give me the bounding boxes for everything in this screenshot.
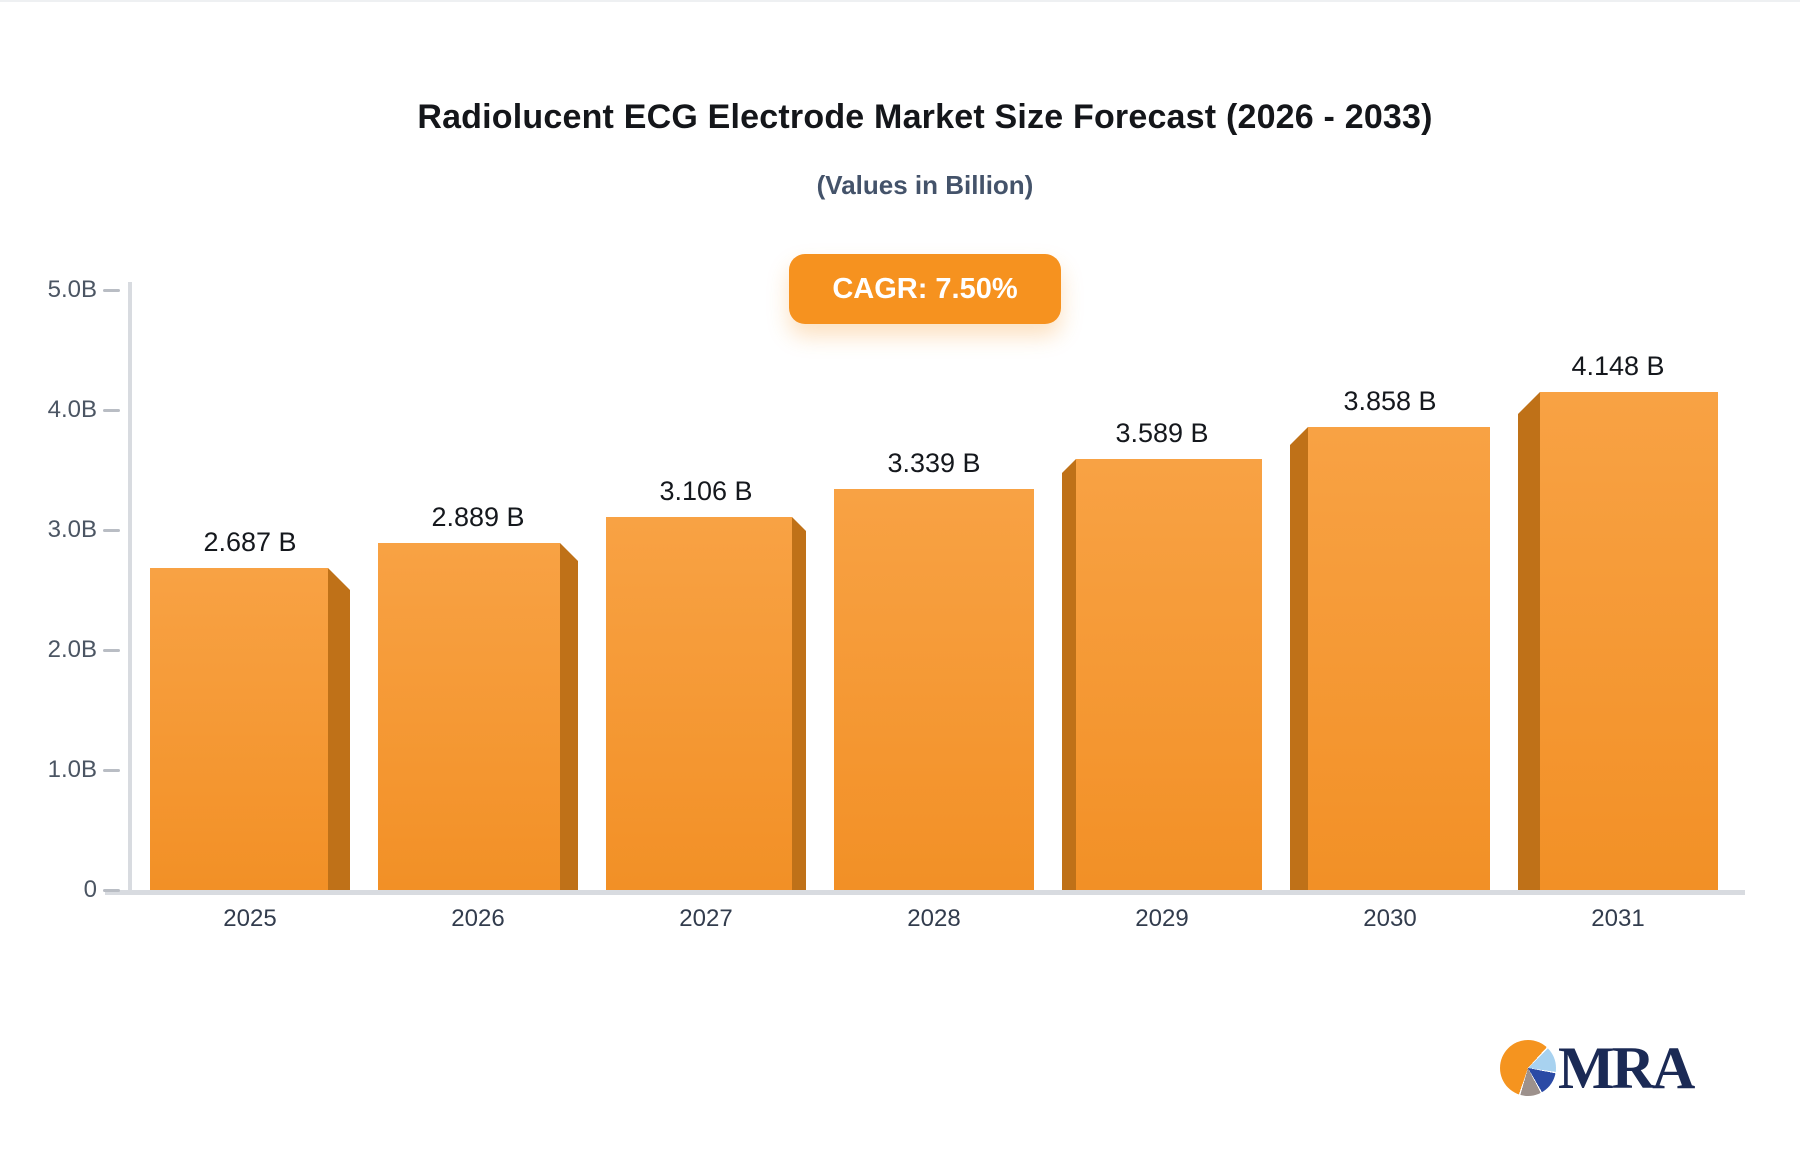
bar-2025 bbox=[150, 568, 350, 890]
bar-side-face bbox=[560, 543, 578, 890]
x-tick-label: 2028 bbox=[907, 905, 961, 932]
bar-front-face bbox=[606, 517, 792, 890]
x-tick-label: 2025 bbox=[223, 905, 277, 932]
bar-value-label: 4.148 B bbox=[1571, 351, 1665, 381]
y-tick-dash bbox=[103, 649, 120, 652]
bar-value-label: 3.339 B bbox=[887, 448, 981, 478]
y-tick-label: 2.0B bbox=[47, 636, 97, 663]
bar-front-face bbox=[834, 489, 1034, 890]
mra-logo: MRA bbox=[1500, 1035, 1695, 1101]
bar-2027 bbox=[606, 517, 806, 890]
x-tick-label: 2027 bbox=[679, 905, 733, 932]
bar-value-label: 2.889 B bbox=[431, 502, 525, 532]
y-tick-dash bbox=[103, 409, 120, 412]
chart-subtitle: (Values in Billion) bbox=[816, 170, 1034, 200]
y-tick-dash bbox=[103, 289, 120, 292]
bar-front-face bbox=[150, 568, 328, 890]
y-tick-label: 3.0B bbox=[47, 516, 97, 543]
bar-front-face bbox=[1308, 427, 1490, 890]
bar-value-label: 3.858 B bbox=[1343, 386, 1437, 416]
bar-side-face bbox=[1062, 459, 1076, 890]
bar-side-face bbox=[792, 517, 806, 890]
bar-side-face bbox=[1518, 392, 1540, 890]
bar-value-label: 2.687 B bbox=[203, 527, 297, 557]
pie-chart-icon bbox=[1500, 1040, 1556, 1096]
y-tick-label: 5.0B bbox=[47, 276, 97, 303]
bar-front-face bbox=[1540, 392, 1718, 890]
x-tick-label: 2030 bbox=[1363, 905, 1417, 932]
y-tick-dash bbox=[103, 769, 120, 772]
y-tick-dash bbox=[103, 889, 120, 892]
page-title: Radiolucent ECG Electrode Market Size Fo… bbox=[417, 98, 1433, 136]
x-tick-label: 2031 bbox=[1591, 905, 1645, 932]
logo-text: MRA bbox=[1558, 1035, 1695, 1101]
y-tick-dash bbox=[103, 529, 120, 532]
y-axis-line bbox=[128, 282, 132, 895]
bar-value-label: 3.589 B bbox=[1115, 418, 1209, 448]
bar-2026 bbox=[378, 543, 578, 890]
bar-front-face bbox=[378, 543, 560, 890]
y-tick-label: 0 bbox=[83, 876, 97, 903]
bar-2030 bbox=[1290, 427, 1490, 890]
y-tick-label: 1.0B bbox=[47, 756, 97, 783]
x-tick-label: 2026 bbox=[451, 905, 505, 932]
bar-side-face bbox=[328, 568, 350, 890]
x-axis-line bbox=[105, 890, 1745, 895]
y-tick-label: 4.0B bbox=[47, 396, 97, 423]
bar-2028 bbox=[834, 489, 1034, 890]
bar-front-face bbox=[1076, 459, 1262, 890]
cagr-badge: CAGR: 7.50% bbox=[789, 254, 1061, 324]
bar-2031 bbox=[1518, 392, 1718, 890]
bar-value-label: 3.106 B bbox=[659, 476, 753, 506]
bar-2029 bbox=[1062, 459, 1262, 890]
x-tick-label: 2029 bbox=[1135, 905, 1189, 932]
bar-side-face bbox=[1290, 427, 1308, 890]
